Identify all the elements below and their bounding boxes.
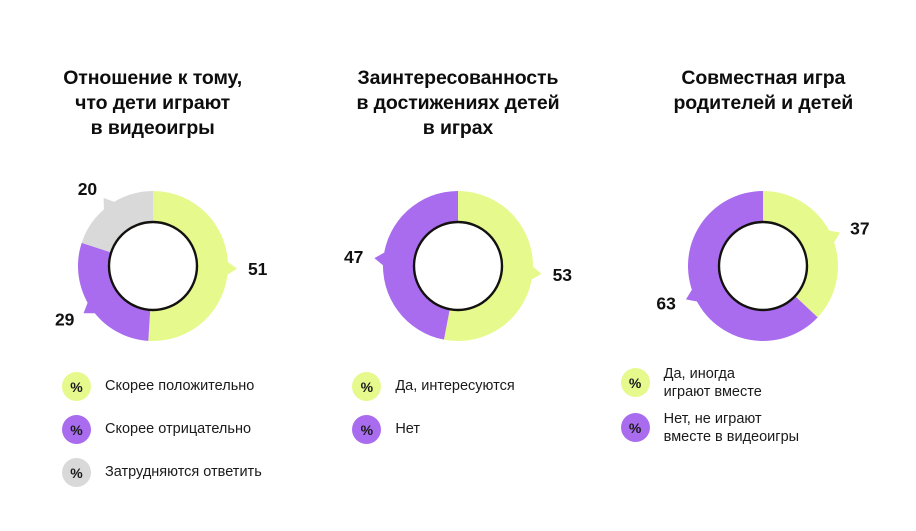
panel-title: Отношение к тому, что дети играют в виде…: [63, 67, 243, 139]
legend-item[interactable]: % Скорее отрицательно: [62, 415, 305, 444]
segment-value-label: 20: [77, 180, 97, 199]
segment-value-label: 51: [248, 259, 268, 279]
donut-segment[interactable]: [688, 191, 818, 341]
segment-value-label: 37: [850, 218, 869, 238]
segment-value-label: 47: [344, 247, 363, 267]
legend-item[interactable]: % Нет: [352, 415, 610, 444]
segment-callout-pointer: [83, 301, 96, 314]
donut-segment[interactable]: [147, 191, 228, 341]
percent-badge-icon: %: [62, 458, 91, 487]
legend-item[interactable]: % Скорее положительно: [62, 372, 305, 401]
donut-segment[interactable]: [77, 242, 150, 341]
legend-3: % Да, иногда играют вместе % Нет, не игр…: [611, 366, 916, 456]
segment-callout-pointer: [374, 252, 386, 267]
percent-badge-icon: %: [62, 372, 91, 401]
legend-label: Нет: [395, 420, 421, 437]
panel-title: Заинтересованность в достижениях детей в…: [356, 67, 560, 139]
segment-value-label: 29: [55, 309, 75, 329]
donut-segment[interactable]: [763, 191, 839, 318]
chart-panel-3: Совместная игра родителей и детей 37 63 %…: [611, 0, 916, 531]
segment-value-label: 63: [657, 294, 677, 314]
donut-chart-1: 51 29 20: [0, 180, 305, 355]
percent-badge-icon: %: [62, 415, 91, 444]
legend-label: Нет, не играют вместе в видеоигры: [663, 411, 800, 445]
percent-badge-icon: %: [352, 372, 382, 401]
donut-svg: 37 63: [657, 191, 870, 341]
donut-segment[interactable]: [443, 191, 533, 341]
chart-panel-2: Заинтересованность в достижениях детей в…: [305, 0, 610, 531]
segment-callout-pointer: [226, 261, 237, 276]
donut-segment[interactable]: [81, 191, 153, 253]
segment-callout-pointer: [828, 230, 841, 244]
legend-item[interactable]: % Да, иногда играют вместе: [620, 366, 916, 401]
legend-label: Затрудняются ответить: [105, 463, 262, 480]
legend-item[interactable]: % Нет, не играют вместе в видеоигры: [620, 411, 916, 446]
legend-1: % Скорее положительно % Скорее отрицател…: [0, 372, 305, 501]
legend-label: Скорее положительно: [105, 377, 255, 394]
legend-label: Да, интересуются: [395, 377, 515, 394]
legend-item[interactable]: % Затрудняются ответить: [62, 458, 305, 487]
percent-badge-icon: %: [620, 413, 650, 442]
segment-callout-pointer: [686, 288, 699, 302]
donut-svg: 53 47: [344, 191, 573, 341]
donut-hole: [107, 220, 198, 312]
segment-value-label: 53: [553, 265, 573, 285]
legend-label: Скорее отрицательно: [105, 420, 252, 437]
donut-segment[interactable]: [382, 191, 458, 340]
legend-item[interactable]: % Да, интересуются: [352, 372, 610, 401]
segment-callout-pointer: [530, 265, 542, 280]
legend-2: % Да, интересуются % Нет: [305, 372, 610, 458]
percent-badge-icon: %: [352, 415, 382, 444]
donut-svg: 51 29 20: [55, 180, 268, 341]
segment-callout-pointer: [103, 198, 116, 211]
donut-hole: [412, 220, 504, 312]
donut-chart-3: 37 63: [611, 180, 916, 355]
legend-label: Да, иногда играют вместе: [663, 366, 762, 400]
donut-hole: [718, 220, 809, 312]
percent-badge-icon: %: [620, 368, 650, 397]
donut-chart-2: 53 47: [305, 180, 610, 355]
chart-panel-1: Отношение к тому, что дети играют в виде…: [0, 0, 305, 531]
panel-title: Совместная игра родителей и детей: [673, 67, 854, 114]
